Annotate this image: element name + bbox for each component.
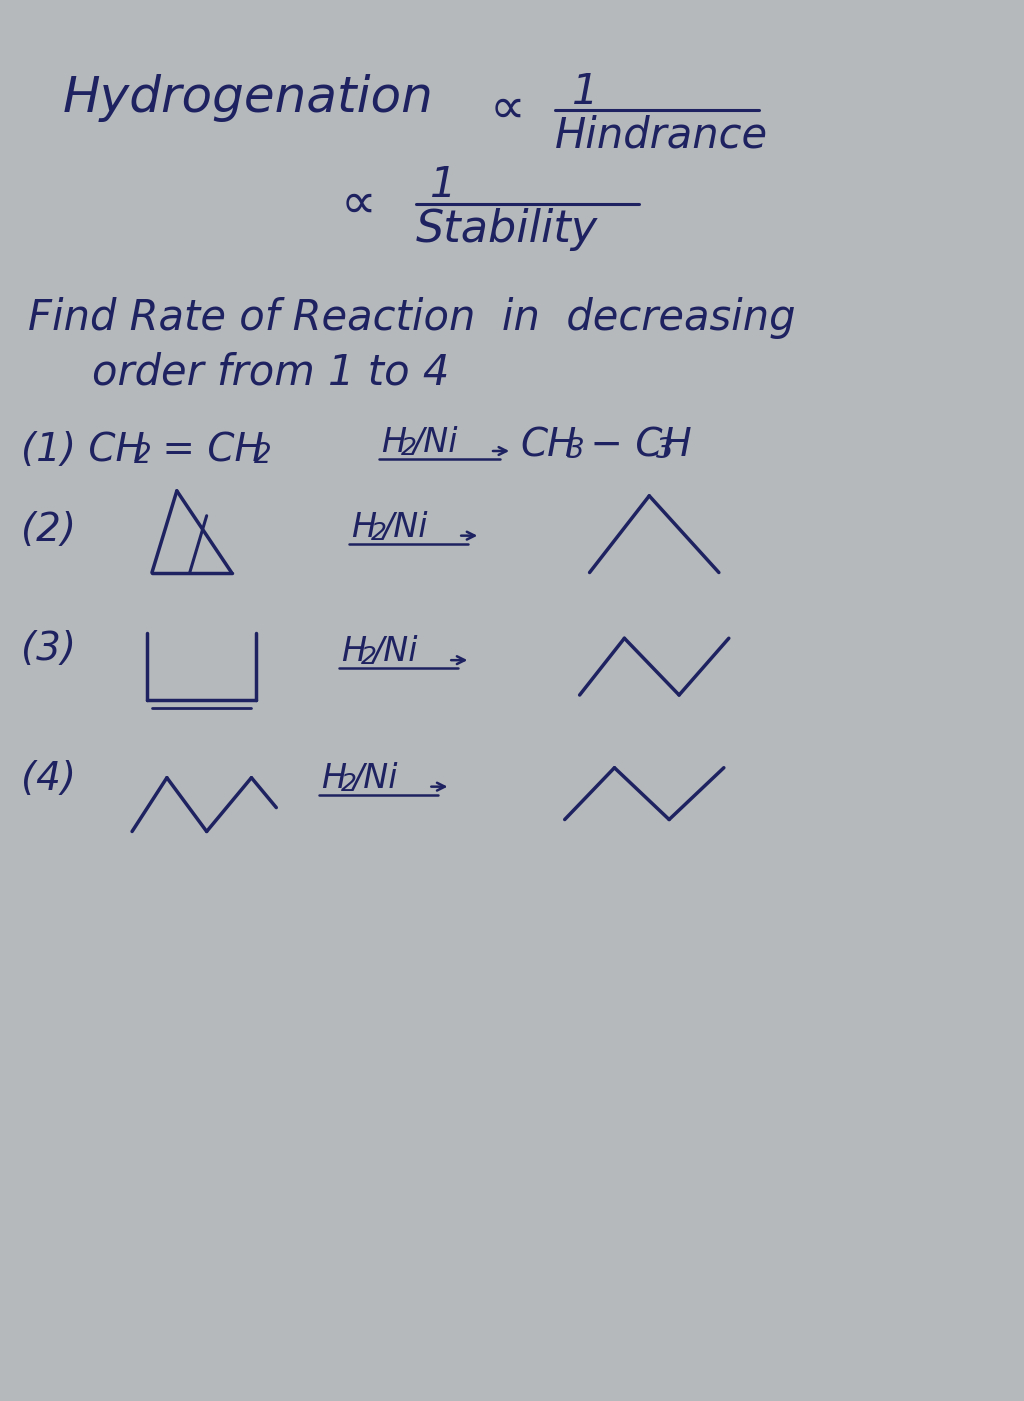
Text: = CH: = CH <box>150 432 264 469</box>
Text: (2): (2) <box>20 511 76 549</box>
Text: (4): (4) <box>20 759 76 797</box>
Text: 2: 2 <box>400 436 417 460</box>
Text: /Ni: /Ni <box>373 635 418 668</box>
Text: H: H <box>381 426 406 460</box>
Text: /Ni: /Ni <box>353 762 398 794</box>
Text: (1) CH: (1) CH <box>20 432 144 469</box>
Text: (3): (3) <box>20 630 76 668</box>
Text: 3: 3 <box>566 436 585 464</box>
Text: order from 1 to 4: order from 1 to 4 <box>92 352 450 394</box>
Text: Find Rate of Reaction  in  decreasing: Find Rate of Reaction in decreasing <box>28 297 796 339</box>
Text: 2: 2 <box>371 521 387 545</box>
Text: Stability: Stability <box>416 207 598 251</box>
Text: CH: CH <box>520 426 577 464</box>
Text: /Ni: /Ni <box>383 511 428 544</box>
Text: 1: 1 <box>430 164 457 206</box>
Text: 1: 1 <box>571 70 598 112</box>
Text: H: H <box>322 762 346 794</box>
Text: 3: 3 <box>656 436 674 464</box>
Text: /Ni: /Ni <box>413 426 458 460</box>
Text: Hindrance: Hindrance <box>555 115 768 157</box>
Text: H: H <box>351 511 376 544</box>
Text: ∝: ∝ <box>341 181 377 228</box>
Text: − CH: − CH <box>578 426 691 464</box>
Text: 2: 2 <box>360 646 377 670</box>
Text: ∝: ∝ <box>490 84 526 133</box>
Text: 2: 2 <box>253 441 271 469</box>
Text: Hydrogenation: Hydrogenation <box>62 74 433 122</box>
Text: 2: 2 <box>134 441 152 469</box>
Text: 2: 2 <box>341 772 356 796</box>
Text: H: H <box>341 635 366 668</box>
